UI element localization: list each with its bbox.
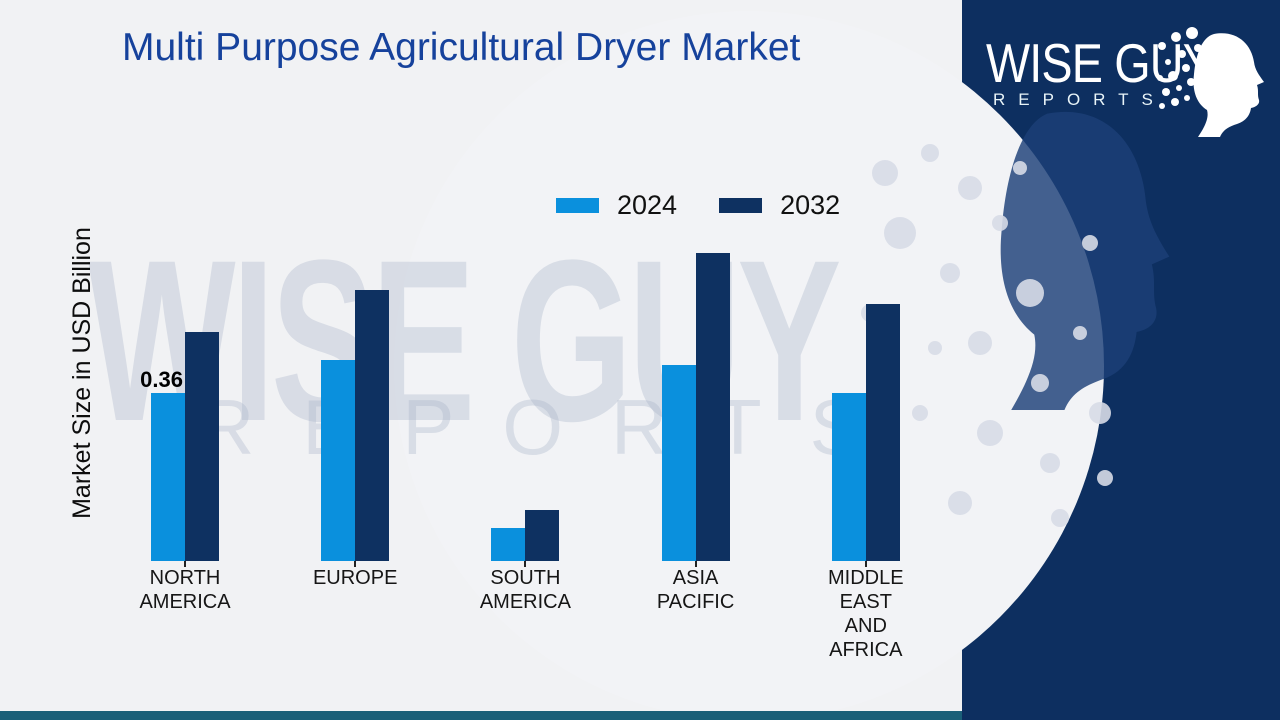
watermark-reports: REPORTS bbox=[198, 383, 910, 471]
x-axis-label: EUROPE bbox=[312, 567, 398, 589]
bar-2024-south-america bbox=[491, 528, 526, 561]
bar-2032-middle-east-and-africa bbox=[865, 304, 900, 561]
x-axis-tick bbox=[524, 561, 527, 567]
legend-item-2024: 2024 bbox=[556, 190, 677, 221]
bar-2024-middle-east-and-africa bbox=[831, 393, 866, 561]
bar-2024-europe bbox=[321, 360, 356, 561]
x-axis-tick bbox=[694, 561, 697, 567]
x-axis-label: ASIA PACIFIC bbox=[656, 567, 735, 613]
logo-wordmark: WISE GUY bbox=[986, 32, 1214, 94]
legend-swatch-2024 bbox=[556, 198, 599, 213]
face-silhouette bbox=[1000, 112, 1170, 410]
bar-2032-asia-pacific bbox=[695, 253, 730, 561]
x-axis-label: MIDDLE EAST AND AFRICA bbox=[828, 567, 904, 661]
legend-label-2024: 2024 bbox=[617, 190, 678, 220]
bar-2032-europe bbox=[355, 290, 390, 561]
bar-2032-south-america bbox=[525, 510, 560, 561]
x-axis-tick bbox=[184, 561, 186, 567]
background-circle bbox=[394, 11, 1104, 720]
x-axis-label: SOUTH AMERICA bbox=[479, 567, 571, 613]
legend-item-2032: 2032 bbox=[719, 190, 840, 221]
bar-2024-north-america bbox=[151, 393, 185, 561]
bar-value-label: 0.36 bbox=[140, 367, 183, 392]
logo-face-icon bbox=[1157, 27, 1264, 137]
logo-subtitle: REPORTS bbox=[993, 90, 1166, 109]
x-axis-tick bbox=[354, 561, 357, 567]
x-axis-tick bbox=[864, 561, 867, 567]
legend: 2024 2032 bbox=[556, 190, 840, 221]
footer-accent-bar bbox=[0, 711, 962, 720]
bar-2032-north-america bbox=[185, 332, 219, 561]
legend-label-2032: 2032 bbox=[780, 190, 841, 220]
legend-swatch-2032 bbox=[719, 198, 763, 213]
chart-title: Multi Purpose Agricultural Dryer Market bbox=[122, 26, 801, 69]
bar-2024-asia-pacific bbox=[661, 365, 696, 561]
x-axis-label: NORTH AMERICA bbox=[139, 567, 231, 613]
